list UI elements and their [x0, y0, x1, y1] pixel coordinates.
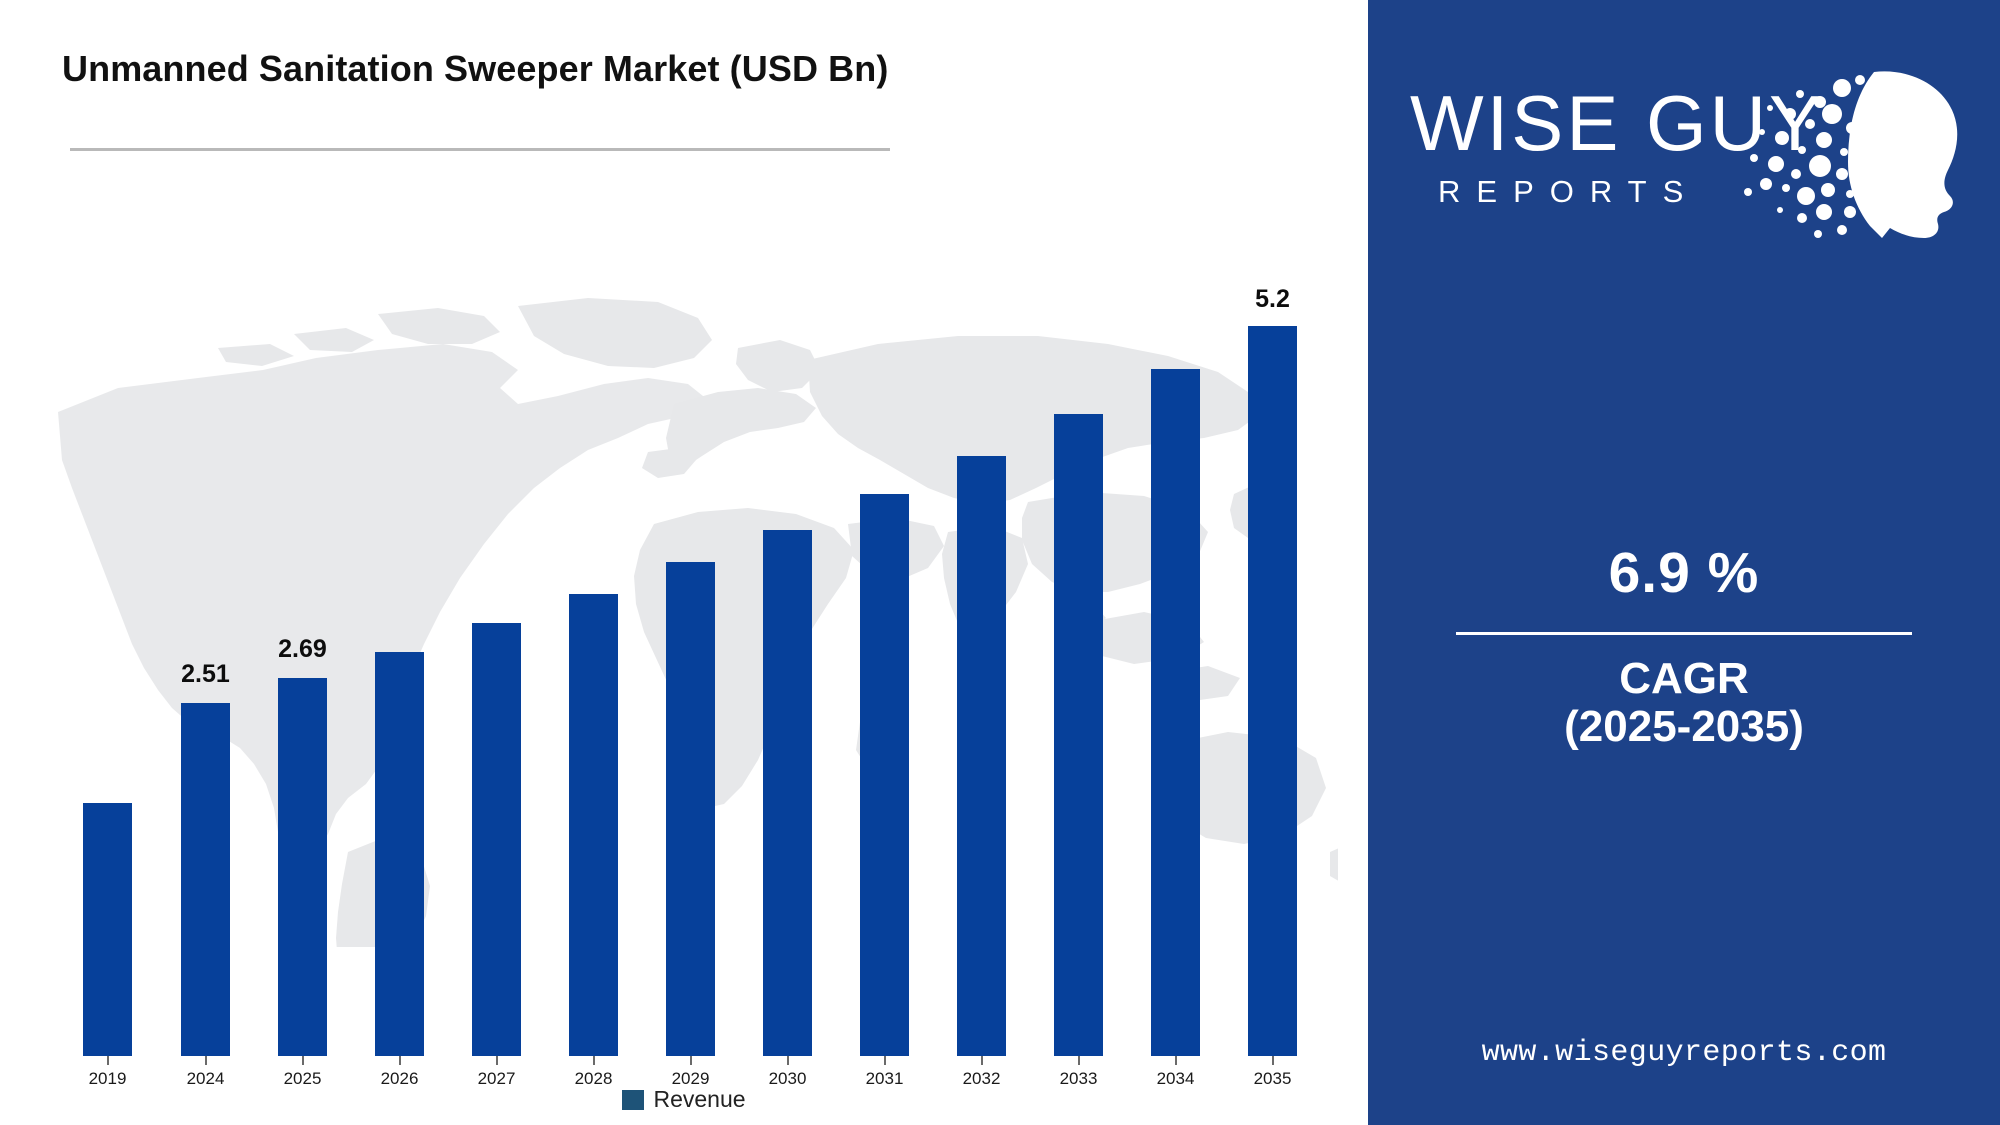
bar-2034 — [1151, 369, 1200, 1056]
bar-2029 — [666, 562, 715, 1056]
x-axis-label-2019: 2019 — [88, 1069, 127, 1088]
tick-mark — [593, 1056, 595, 1065]
chart-legend: Revenue — [0, 1086, 1368, 1113]
tick-mark — [981, 1056, 983, 1065]
bar-label-2035: 5.2 — [1255, 285, 1290, 313]
x-axis-label-2024: 2024 — [186, 1069, 225, 1088]
x-axis-label-2029: 2029 — [671, 1069, 710, 1088]
bar-2024 — [181, 703, 230, 1056]
bar-label-2024: 2.51 — [181, 660, 230, 688]
cagr-value: 6.9 % — [1608, 541, 1760, 605]
svg-text:REPORTS: REPORTS — [1438, 174, 1699, 209]
bar-2026 — [375, 652, 424, 1056]
bar-2027 — [472, 623, 521, 1056]
brand-panel: WISE GUY REPORTS — [1368, 0, 2000, 1125]
x-axis-label-2027: 2027 — [477, 1069, 516, 1088]
x-axis-label-2030: 2030 — [768, 1069, 807, 1088]
svg-text:WISE GUY: WISE GUY — [1410, 79, 1824, 167]
x-axis-label-2035: 2035 — [1253, 1069, 1292, 1088]
wiseguy-logo: WISE GUY REPORTS — [1368, 66, 2000, 246]
title-divider — [70, 148, 890, 151]
tick-mark — [399, 1056, 401, 1065]
bar-2030 — [763, 530, 812, 1056]
cagr-label-line1: CAGR — [1619, 654, 1749, 703]
tick-mark — [1078, 1056, 1080, 1065]
cagr-label-line2: (2025-2035) — [1564, 701, 1804, 751]
bar-2019 — [83, 803, 132, 1056]
tick-mark — [1175, 1056, 1177, 1065]
tick-mark — [302, 1056, 304, 1065]
tick-mark — [690, 1056, 692, 1065]
tick-mark — [107, 1056, 109, 1065]
legend-label-revenue: Revenue — [653, 1086, 746, 1112]
x-axis-label-2026: 2026 — [380, 1069, 419, 1088]
tick-mark — [787, 1056, 789, 1065]
bar-label-2025: 2.69 — [278, 635, 327, 663]
bar-2033 — [1054, 414, 1103, 1056]
bar-2031 — [860, 494, 909, 1056]
chart-panel: Unmanned Sanitation Sweeper Market (USD … — [0, 48, 1368, 1113]
x-axis-label-2031: 2031 — [865, 1069, 904, 1088]
bar-2035 — [1248, 326, 1297, 1056]
tick-mark — [1272, 1056, 1274, 1065]
tick-mark — [884, 1056, 886, 1065]
page-title: Unmanned Sanitation Sweeper Market (USD … — [62, 48, 889, 89]
tick-mark — [205, 1056, 207, 1065]
cagr-label: CAGR (2025-2035) — [1368, 655, 2000, 750]
x-axis-label-2028: 2028 — [574, 1069, 613, 1088]
bar-2032 — [957, 456, 1006, 1056]
cagr-divider — [1456, 632, 1912, 635]
x-axis-label-2025: 2025 — [283, 1069, 322, 1088]
website-url[interactable]: www.wiseguyreports.com — [1481, 1036, 1887, 1070]
plot-area: 2.51 2.69 5.2 — [0, 285, 1368, 1113]
x-axis-label-2033: 2033 — [1059, 1069, 1098, 1088]
tick-mark — [496, 1056, 498, 1065]
bar-2025 — [278, 678, 327, 1056]
bar-2028 — [569, 594, 618, 1056]
x-axis-label-2034: 2034 — [1156, 1069, 1195, 1088]
x-axis-label-2032: 2032 — [962, 1069, 1001, 1088]
legend-swatch-revenue — [622, 1089, 645, 1110]
